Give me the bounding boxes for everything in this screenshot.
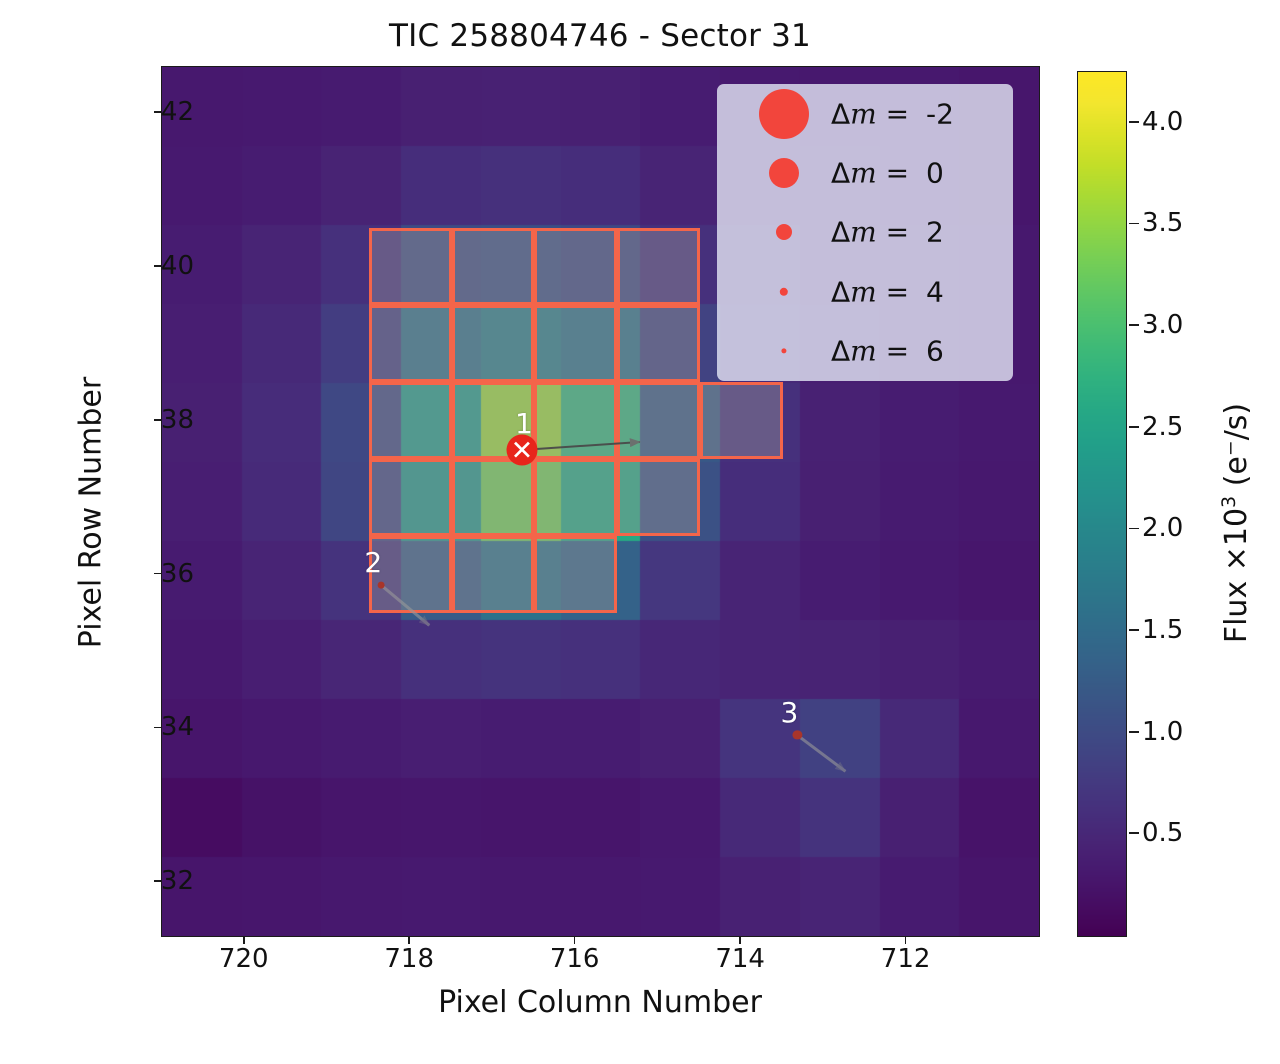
x-tick-mark: [242, 936, 245, 944]
y-tick-mark: [154, 265, 162, 267]
page-title: TIC 258804746 - Sector 31: [389, 18, 811, 54]
colorbar-tick-label: 4.0: [1142, 106, 1184, 137]
aperture-mask-cell: [368, 305, 452, 383]
flux-image-axes: ✕123 Δm = -2Δm = 0Δm = 2Δm = 4Δm = 6 NE: [161, 66, 1040, 937]
colorbar-tick-label: 3.5: [1142, 208, 1184, 239]
colorbar-tick-mark: [1129, 222, 1139, 225]
legend-label-value: 4: [925, 275, 944, 309]
y-tick-label: 38: [160, 404, 194, 435]
aperture-mask-cell: [534, 228, 618, 306]
colorbar-tick-mark: [1129, 324, 1139, 326]
colorbar-tick-label: 2.5: [1142, 411, 1184, 442]
colorbar-tick-mark: [1129, 425, 1139, 428]
y-tick-label: 34: [160, 712, 194, 743]
legend-label: Δm = 2: [831, 216, 944, 249]
legend-label: Δm = 6: [831, 335, 944, 368]
legend-label-prefix: Δm =: [831, 97, 918, 131]
legend-label-prefix: Δm =: [831, 156, 918, 190]
aperture-mask-cell: [617, 459, 700, 537]
legend-label-value: 2: [925, 215, 944, 249]
x-tick-label: 718: [384, 944, 435, 974]
aperture-mask-cell: [451, 228, 535, 306]
neighbor-star-marker: [792, 730, 802, 740]
aperture-mask-cell: [451, 305, 535, 383]
legend-row: Δm = 6: [717, 322, 1013, 381]
aperture-mask-cell: [699, 382, 783, 460]
legend-marker-dot: [779, 287, 789, 297]
legend-marker-dot: [769, 158, 799, 189]
legend-row: Δm = 2: [717, 203, 1013, 262]
y-tick-mark: [154, 111, 162, 113]
colorbar-tick-mark: [1129, 832, 1139, 835]
legend-label-prefix: Δm =: [831, 334, 918, 368]
y-tick-mark: [154, 880, 162, 882]
legend-label-value: 6: [925, 334, 944, 368]
legend-label: Δm = -2: [831, 97, 954, 130]
aperture-mask-cell: [451, 459, 535, 537]
colorbar-tick-mark: [1129, 629, 1139, 631]
star-index-label: 2: [364, 546, 383, 580]
target-star-marker: [506, 434, 538, 466]
x-tick-mark: [739, 936, 741, 944]
x-tick-label: 714: [715, 944, 765, 974]
x-tick-mark: [408, 936, 410, 944]
y-tick-label: 32: [160, 866, 194, 897]
colorbar-label-units: (e⁻/s): [1219, 402, 1254, 496]
colorbar-tick-mark: [1129, 527, 1139, 530]
aperture-mask-cell: [368, 382, 452, 460]
colorbar-label: Flux ×103 (e⁻/s): [1218, 308, 1254, 738]
colorbar-tick-label: 2.0: [1142, 513, 1184, 544]
aperture-mask-cell: [534, 459, 618, 537]
y-tick-label: 40: [160, 250, 194, 281]
colorbar-tick-mark: [1129, 730, 1139, 733]
x-tick-label: 720: [218, 944, 269, 974]
y-tick-mark: [154, 726, 162, 729]
x-axis-label: Pixel Column Number: [438, 985, 762, 1020]
y-tick-label: 42: [160, 97, 194, 128]
flux-colorbar: [1077, 71, 1127, 937]
aperture-mask-cell: [534, 305, 618, 383]
y-tick-label: 36: [160, 558, 194, 589]
colorbar-tick-label: 1.0: [1142, 716, 1184, 747]
legend-label-prefix: Δm =: [831, 275, 918, 309]
target-cross-icon: ✕: [510, 435, 534, 467]
colorbar-tick-label: 3.0: [1142, 310, 1184, 341]
legend-row: Δm = 4: [717, 262, 1013, 321]
legend-marker-dot: [776, 224, 792, 241]
aperture-mask-cell: [617, 305, 700, 383]
aperture-mask-cell: [451, 536, 535, 613]
legend-label-value: -2: [925, 97, 954, 131]
legend-marker-dot: [759, 88, 809, 139]
neighbor-star-marker: [377, 581, 385, 589]
aperture-mask-layer: [162, 67, 1039, 936]
x-tick-label: 712: [880, 944, 931, 974]
aperture-mask-cell: [534, 536, 618, 613]
legend-label: Δm = 0: [831, 157, 944, 190]
star-index-label: 3: [780, 696, 799, 730]
colorbar-tick-label: 0.5: [1142, 818, 1184, 849]
legend-row: Δm = -2: [717, 84, 1013, 143]
colorbar-tick-mark: [1129, 120, 1139, 123]
aperture-mask-cell: [617, 228, 700, 306]
y-tick-mark: [154, 418, 162, 421]
legend-marker-dot: [781, 348, 787, 354]
colorbar-label-exponent: 3: [1218, 495, 1240, 508]
legend-label: Δm = 4: [831, 275, 944, 308]
legend-row: Δm = 0: [717, 143, 1013, 202]
colorbar-tick-label: 1.5: [1142, 615, 1184, 646]
aperture-mask-cell: [368, 228, 452, 306]
y-tick-mark: [154, 572, 162, 575]
x-tick-label: 716: [549, 944, 600, 974]
legend-label-value: 0: [925, 156, 944, 190]
y-axis-label: Pixel Row Number: [73, 376, 109, 649]
x-tick-mark: [573, 936, 576, 944]
aperture-mask-cell: [368, 459, 452, 537]
legend-label-prefix: Δm =: [831, 215, 918, 249]
colorbar-label-text: Flux ×10: [1219, 507, 1254, 644]
x-tick-mark: [904, 936, 907, 944]
magnitude-legend: Δm = -2 Δm = 0 Δm = 2 Δm = 4 Δm = 6: [717, 84, 1013, 381]
